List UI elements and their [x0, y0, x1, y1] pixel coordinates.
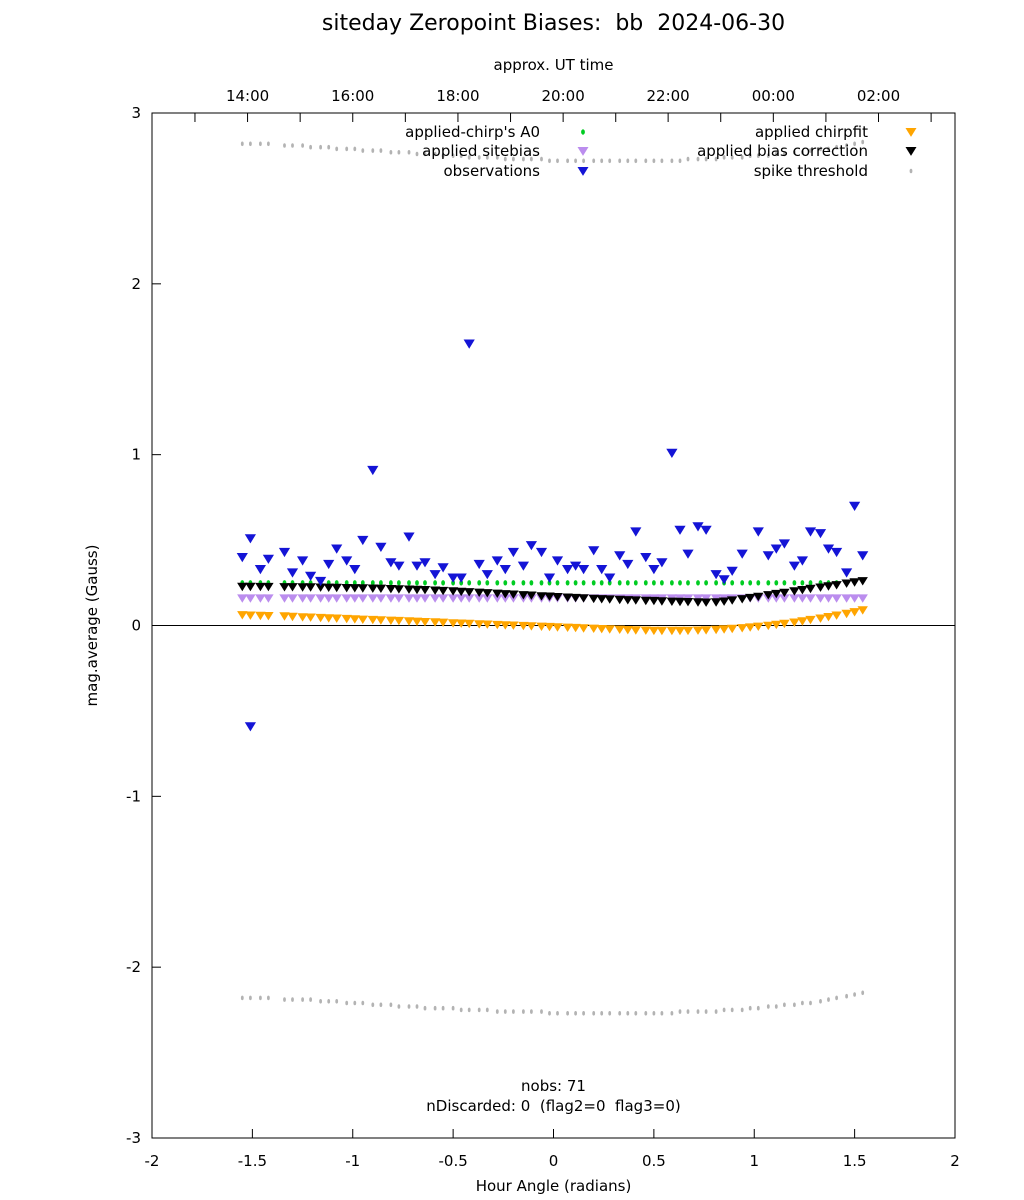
- svg-text:22:00: 22:00: [647, 87, 690, 105]
- svg-text:-1: -1: [345, 1152, 360, 1170]
- orange-triangle-icon: [896, 125, 926, 139]
- green-dot-icon: [568, 125, 598, 139]
- legend-item-applied-chirps-a0: applied-chirp's A0: [310, 122, 598, 142]
- x-axis-ticks: -2 -1.5 -1 -0.5 0 0.5 1 1.5 2: [145, 1129, 960, 1170]
- legend-item-applied-sitebias: applied sitebias: [310, 142, 598, 162]
- legend-label: spike threshold: [753, 161, 868, 180]
- svg-text:-3: -3: [126, 1129, 141, 1147]
- svg-text:3: 3: [131, 104, 141, 122]
- top-axis-ticks: 14:00 16:00 18:00 20:00 22:00 00:00 02:00: [194, 87, 932, 122]
- svg-text:-1: -1: [126, 787, 141, 805]
- series-applied-bias-correction: [237, 577, 868, 607]
- legend-item-spike-threshold: spike threshold: [640, 161, 926, 181]
- series-applied-chirpfit: [237, 606, 868, 636]
- nobs-annotation: nobs: 71: [521, 1077, 586, 1095]
- legend-label: observations: [443, 161, 540, 180]
- svg-text:0: 0: [549, 1152, 559, 1170]
- x-axis-label: Hour Angle (radians): [475, 1177, 632, 1195]
- svg-text:02:00: 02:00: [857, 87, 900, 105]
- legend-label: applied bias correction: [697, 142, 868, 161]
- gray-dot-icon: [896, 164, 926, 178]
- y-axis-label: mag.average (Gauss): [83, 545, 101, 707]
- legend-left-column: applied-chirp's A0 applied sitebias obse…: [310, 122, 598, 181]
- svg-text:-1.5: -1.5: [238, 1152, 267, 1170]
- legend-item-observations: observations: [310, 161, 598, 181]
- purple-triangle-icon: [568, 144, 598, 158]
- legend-label: applied chirpfit: [754, 122, 868, 141]
- svg-text:0.5: 0.5: [642, 1152, 666, 1170]
- legend-label: applied-chirp's A0: [405, 122, 540, 141]
- svg-text:16:00: 16:00: [331, 87, 374, 105]
- svg-text:1: 1: [131, 446, 141, 464]
- top-axis-label: approx. UT time: [493, 56, 614, 74]
- chart-title: siteday Zeropoint Biases: bb 2024-06-30: [321, 11, 786, 36]
- series-spike-threshold: [240, 139, 865, 1016]
- svg-text:-2: -2: [126, 958, 141, 976]
- series-applied-chirp-s-a0: [240, 580, 839, 586]
- ndiscarded-annotation: nDiscarded: 0 (flag2=0 flag3=0): [426, 1097, 681, 1115]
- svg-text:00:00: 00:00: [752, 87, 795, 105]
- series-observations: [236, 339, 869, 732]
- svg-text:-0.5: -0.5: [438, 1152, 467, 1170]
- legend-label: applied sitebias: [422, 142, 540, 161]
- svg-text:1: 1: [749, 1152, 759, 1170]
- svg-text:2: 2: [950, 1152, 960, 1170]
- legend-item-applied-bias-correction: applied bias correction: [640, 142, 926, 162]
- svg-text:20:00: 20:00: [542, 87, 585, 105]
- svg-text:-2: -2: [145, 1152, 160, 1170]
- svg-text:1.5: 1.5: [843, 1152, 867, 1170]
- black-triangle-icon: [896, 144, 926, 158]
- legend-item-applied-chirpfit: applied chirpfit: [640, 122, 926, 142]
- legend-right-column: applied chirpfit applied bias correction…: [640, 122, 926, 181]
- y-axis-ticks: -3 -2 -1 0 1 2 3: [126, 104, 161, 1147]
- svg-text:18:00: 18:00: [436, 87, 479, 105]
- svg-text:2: 2: [131, 275, 141, 293]
- svg-text:14:00: 14:00: [226, 87, 269, 105]
- svg-text:0: 0: [131, 617, 141, 635]
- plot-frame: [151, 112, 956, 1139]
- blue-triangle-icon: [568, 164, 598, 178]
